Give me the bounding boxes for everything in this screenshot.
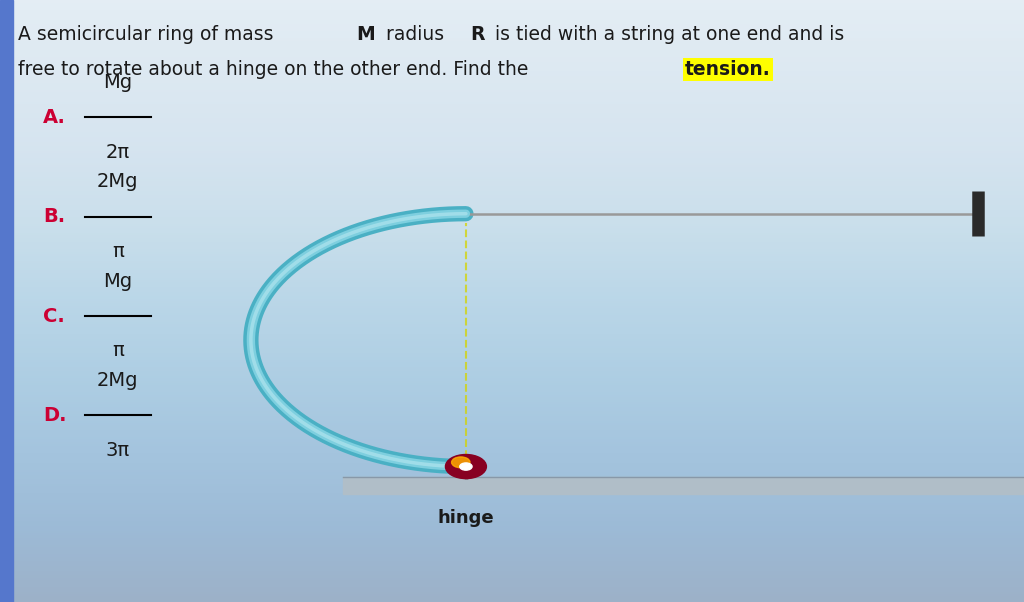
Text: D.: D. xyxy=(43,406,67,425)
Text: 2π: 2π xyxy=(105,143,130,162)
Text: Mg: Mg xyxy=(103,272,132,291)
Text: M: M xyxy=(356,25,375,45)
Text: 3π: 3π xyxy=(105,441,130,460)
Text: hinge: hinge xyxy=(437,509,495,527)
Text: 2Mg: 2Mg xyxy=(97,371,138,390)
Text: 2Mg: 2Mg xyxy=(97,172,138,191)
Text: is tied with a string at one end and is: is tied with a string at one end and is xyxy=(489,25,845,45)
Bar xyxy=(0,0,13,602)
Text: free to rotate about a hinge on the other end. Find the: free to rotate about a hinge on the othe… xyxy=(18,60,535,79)
Text: Mg: Mg xyxy=(103,73,132,92)
Text: π: π xyxy=(112,242,124,261)
Circle shape xyxy=(445,455,486,479)
Text: π: π xyxy=(112,341,124,361)
Circle shape xyxy=(460,463,472,470)
Text: R: R xyxy=(471,25,485,45)
Text: tension.: tension. xyxy=(685,60,770,79)
Bar xyxy=(343,477,1024,494)
Text: A.: A. xyxy=(43,108,66,127)
Circle shape xyxy=(452,457,470,468)
Text: radius: radius xyxy=(380,25,451,45)
Text: C.: C. xyxy=(43,306,65,326)
Text: B.: B. xyxy=(43,207,66,226)
Text: A semicircular ring of mass: A semicircular ring of mass xyxy=(18,25,280,45)
